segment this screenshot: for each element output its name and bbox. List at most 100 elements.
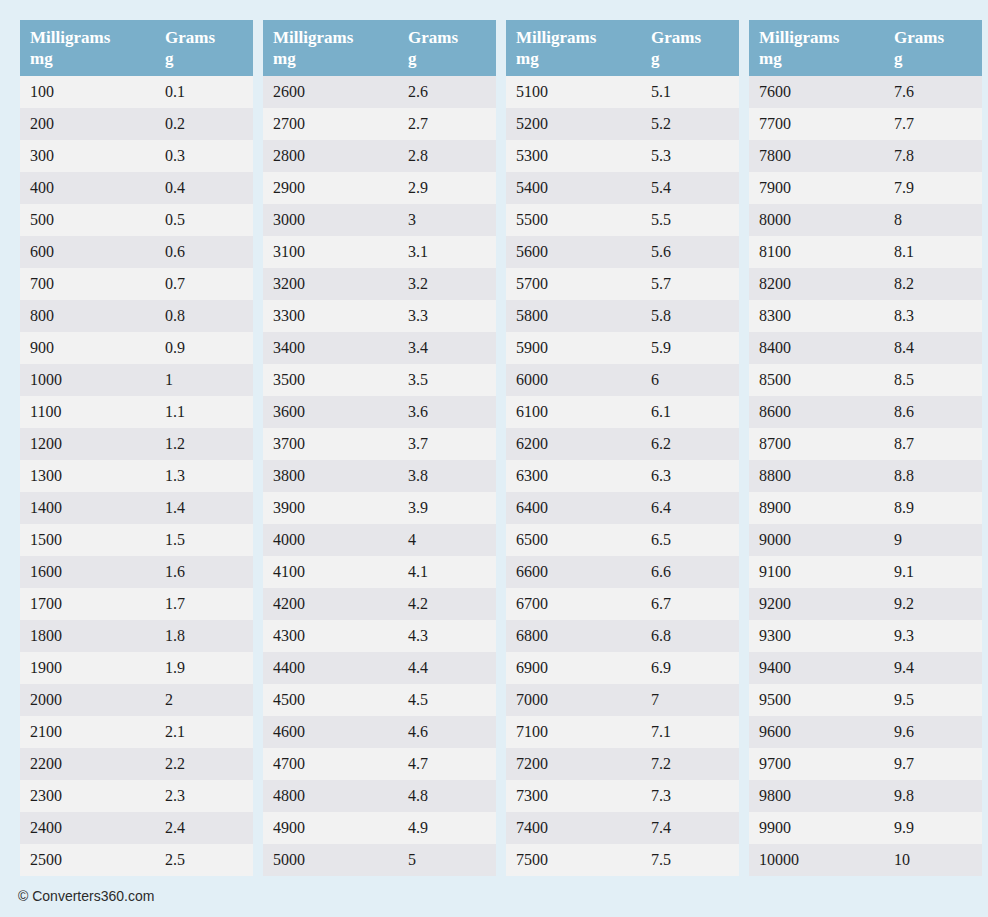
table-row: 76007.6 (749, 76, 982, 108)
table-row: 70007 (506, 684, 739, 716)
milligrams-cell: 8300 (749, 300, 884, 332)
milligrams-cell: 7800 (749, 140, 884, 172)
table-row: 58005.8 (506, 300, 739, 332)
header-row: Milligrams mg Grams g (749, 20, 982, 76)
table-row: 85008.5 (749, 364, 982, 396)
table-row: 20002 (20, 684, 253, 716)
column-header-line-1: Milligrams (30, 27, 151, 48)
grams-cell: 0.8 (155, 300, 253, 332)
header-row: Milligrams mg Grams g (263, 20, 496, 76)
milligrams-cell: 8800 (749, 460, 884, 492)
milligrams-cell: 8200 (749, 268, 884, 300)
milligrams-cell: 2100 (20, 716, 155, 748)
milligrams-cell: 5000 (263, 844, 398, 876)
table-row: 45004.5 (263, 684, 496, 716)
footer-credit: © Converters360.com (18, 888, 154, 904)
grams-cell: 8.1 (884, 236, 982, 268)
milligrams-cell: 8400 (749, 332, 884, 364)
milligrams-cell: 7700 (749, 108, 884, 140)
milligrams-cell: 7600 (749, 76, 884, 108)
column-header-milligrams: Milligrams mg (506, 20, 641, 76)
milligrams-cell: 8000 (749, 204, 884, 236)
grams-cell: 3 (398, 204, 496, 236)
milligrams-cell: 9700 (749, 748, 884, 780)
milligrams-cell: 4900 (263, 812, 398, 844)
column-header-line-1: Grams (165, 27, 249, 48)
column-header-line-2: g (165, 48, 249, 69)
table-body: 76007.677007.778007.879007.98000881008.1… (749, 76, 982, 876)
table-row: 43004.3 (263, 620, 496, 652)
table-row: 94009.4 (749, 652, 982, 684)
milligrams-cell: 4700 (263, 748, 398, 780)
table-row: 88008.8 (749, 460, 982, 492)
grams-cell: 2.5 (155, 844, 253, 876)
milligrams-cell: 9400 (749, 652, 884, 684)
grams-cell: 2.9 (398, 172, 496, 204)
milligrams-cell: 2000 (20, 684, 155, 716)
table-row: 57005.7 (506, 268, 739, 300)
grams-cell: 1.6 (155, 556, 253, 588)
milligrams-cell: 5600 (506, 236, 641, 268)
table-row: 1000.1 (20, 76, 253, 108)
milligrams-cell: 4400 (263, 652, 398, 684)
table-row: 90009 (749, 524, 982, 556)
milligrams-cell: 2200 (20, 748, 155, 780)
milligrams-cell: 2500 (20, 844, 155, 876)
milligrams-cell: 8700 (749, 428, 884, 460)
milligrams-cell: 4000 (263, 524, 398, 556)
grams-cell: 5 (398, 844, 496, 876)
table-row: 97009.7 (749, 748, 982, 780)
table-row: 35003.5 (263, 364, 496, 396)
milligrams-cell: 5200 (506, 108, 641, 140)
table-body: 26002.627002.728002.829002.93000331003.1… (263, 76, 496, 876)
milligrams-cell: 8600 (749, 396, 884, 428)
milligrams-cell: 2400 (20, 812, 155, 844)
table-row: 60006 (506, 364, 739, 396)
grams-cell: 0.4 (155, 172, 253, 204)
grams-cell: 7.7 (884, 108, 982, 140)
column-header-line-1: Milligrams (759, 27, 880, 48)
table-body: 51005.152005.253005.354005.455005.556005… (506, 76, 739, 876)
grams-cell: 3.6 (398, 396, 496, 428)
grams-cell: 7.4 (641, 812, 739, 844)
milligrams-cell: 6100 (506, 396, 641, 428)
column-header-line-1: Milligrams (516, 27, 637, 48)
milligrams-cell: 9000 (749, 524, 884, 556)
milligrams-cell: 3900 (263, 492, 398, 524)
conversion-table-3: Milligrams mg Grams g 51005.152005.25300… (506, 20, 739, 876)
grams-cell: 6.3 (641, 460, 739, 492)
table-row: 39003.9 (263, 492, 496, 524)
grams-cell: 8.6 (884, 396, 982, 428)
milligrams-cell: 5400 (506, 172, 641, 204)
conversion-table-1: Milligrams mg Grams g 1000.12000.23000.3… (20, 20, 253, 876)
table-row: 24002.4 (20, 812, 253, 844)
grams-cell: 6.7 (641, 588, 739, 620)
grams-cell: 9.6 (884, 716, 982, 748)
milligrams-cell: 5800 (506, 300, 641, 332)
grams-cell: 6.6 (641, 556, 739, 588)
table-row: 9000.9 (20, 332, 253, 364)
milligrams-cell: 1600 (20, 556, 155, 588)
grams-cell: 2.2 (155, 748, 253, 780)
table-row: 18001.8 (20, 620, 253, 652)
table-row: 2000.2 (20, 108, 253, 140)
column-header-line-1: Milligrams (273, 27, 394, 48)
grams-cell: 4.4 (398, 652, 496, 684)
table-row: 66006.6 (506, 556, 739, 588)
milligrams-cell: 6600 (506, 556, 641, 588)
table-row: 48004.8 (263, 780, 496, 812)
table-row: 78007.8 (749, 140, 982, 172)
grams-cell: 6.2 (641, 428, 739, 460)
grams-cell: 4.9 (398, 812, 496, 844)
table-row: 68006.8 (506, 620, 739, 652)
table-row: 44004.4 (263, 652, 496, 684)
column-header-milligrams: Milligrams mg (20, 20, 155, 76)
grams-cell: 5.1 (641, 76, 739, 108)
grams-cell: 3.2 (398, 268, 496, 300)
milligrams-cell: 1100 (20, 396, 155, 428)
table-row: 21002.1 (20, 716, 253, 748)
grams-cell: 1.1 (155, 396, 253, 428)
milligrams-cell: 7000 (506, 684, 641, 716)
table-row: 95009.5 (749, 684, 982, 716)
table-row: 1000010 (749, 844, 982, 876)
